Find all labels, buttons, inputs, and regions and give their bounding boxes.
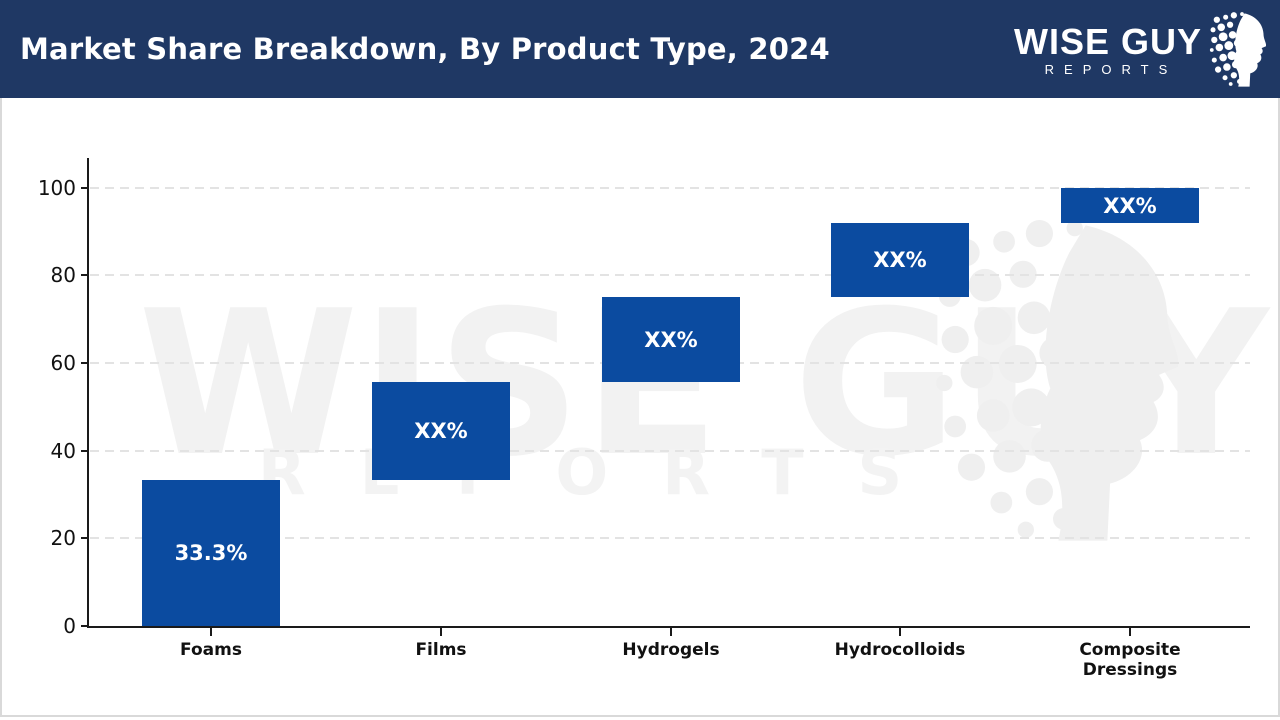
y-tick (81, 449, 89, 452)
x-tick (210, 628, 212, 636)
y-tick-label: 20 (50, 526, 76, 551)
x-tick (899, 628, 901, 636)
gridline (90, 274, 1250, 277)
bar: XX% (602, 297, 740, 383)
header-bar: Market Share Breakdown, By Product Type,… (0, 0, 1280, 98)
bar-value-label: XX% (414, 419, 468, 444)
gridline (90, 186, 1250, 189)
gridline (90, 537, 1250, 540)
watermark-head-icon (936, 219, 1178, 541)
logo-head-icon (1209, 12, 1266, 87)
x-category-label: Hydrocolloids (834, 640, 966, 660)
bar-value-label: XX% (1103, 193, 1157, 218)
logo-tagline: REPORTS (1044, 62, 1178, 78)
x-tick (670, 628, 672, 636)
logo-text: WISE GUY REPORTS (1013, 20, 1202, 78)
x-tick (1129, 628, 1131, 636)
bar: XX% (1061, 187, 1199, 224)
y-tick-label: 100 (37, 175, 76, 200)
bar: XX% (831, 223, 969, 298)
logo-wordmark: WISE GUY (1013, 20, 1202, 62)
y-tick-label: 80 (50, 263, 76, 288)
bar: 33.3% (142, 480, 280, 626)
bar: XX% (372, 382, 510, 481)
x-axis (87, 626, 1250, 628)
x-tick (440, 628, 442, 636)
watermark-tagline: REPORTS (258, 436, 957, 509)
x-category-label: Films (415, 640, 467, 660)
y-tick (81, 537, 89, 540)
chart-title: Market Share Breakdown, By Product Type,… (20, 32, 830, 66)
bar-value-label: XX% (873, 248, 927, 273)
y-tick-label: 0 (63, 614, 76, 638)
brand-logo: WISE GUY REPORTS (1014, 6, 1266, 94)
y-tick (81, 625, 89, 627)
bar-value-label: 33.3% (174, 541, 248, 566)
y-tick-label: 60 (50, 351, 76, 376)
x-category-label: Composite Dressings (1079, 640, 1181, 681)
x-category-label: Hydrogels (622, 640, 720, 660)
y-tick (81, 362, 89, 365)
gridline (90, 449, 1250, 452)
bar-value-label: XX% (644, 327, 698, 352)
y-axis (87, 158, 89, 628)
y-tick-label: 40 (50, 438, 76, 463)
y-tick (81, 274, 89, 277)
y-tick (81, 186, 89, 189)
x-category-label: Foams (180, 640, 242, 660)
